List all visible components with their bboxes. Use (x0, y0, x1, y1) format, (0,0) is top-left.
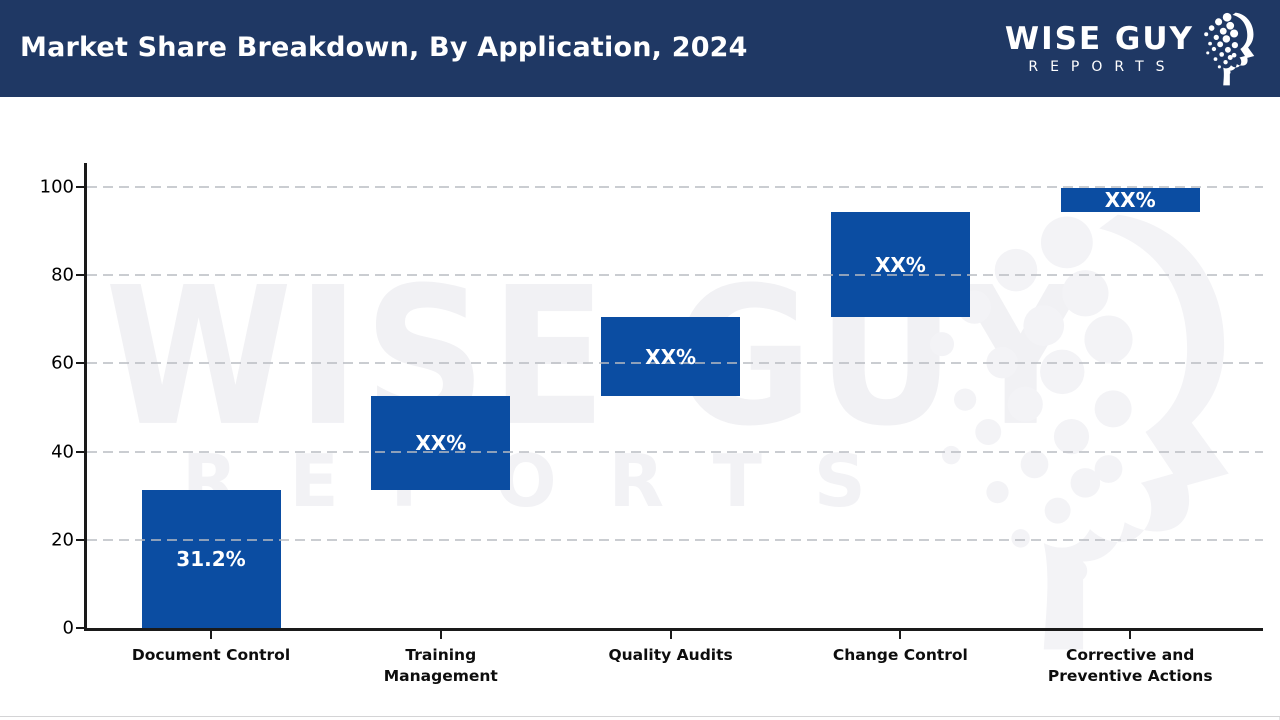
watermark-subtext: REPORTS (182, 439, 918, 523)
brand-head-icon (1204, 12, 1255, 85)
page-title: Market Share Breakdown, By Application, … (20, 32, 748, 63)
grid-line (87, 362, 1263, 365)
page-bottom-border (0, 716, 1280, 717)
x-axis-tick (1129, 631, 1132, 639)
y-tick-label: 20 (51, 529, 74, 551)
x-axis-label: Quality Audits (608, 646, 733, 664)
bar (830, 212, 970, 318)
grid-line (87, 186, 1263, 188)
y-tick-label: 40 (51, 441, 74, 463)
bar (371, 396, 511, 491)
y-axis-tick (76, 627, 84, 629)
y-axis-tick (76, 362, 84, 365)
x-axis-label: Training Management (383, 646, 498, 685)
bar-value-label: XX% (874, 252, 926, 277)
bar-value-label: XX% (645, 344, 697, 369)
y-axis (84, 163, 87, 630)
grid-line (87, 274, 1263, 277)
bar (141, 490, 281, 628)
brand-subtitle: REPORTS (1028, 58, 1177, 75)
x-axis-label: Change Control (832, 646, 968, 664)
x-axis-label: Corrective and Preventive Actions (1047, 646, 1213, 685)
x-axis-tick (210, 631, 212, 639)
bar-value-label: 31.2% (176, 547, 246, 572)
brand-name: WISE GUY (1004, 20, 1194, 57)
brand-wordmark: WISE GUY REPORTS (1004, 20, 1194, 75)
app-header: Market Share Breakdown, By Application, … (0, 0, 1280, 97)
bar-value-label: XX% (415, 431, 467, 456)
y-axis-tick (76, 186, 84, 188)
y-tick-label: 60 (51, 352, 74, 374)
x-axis (84, 628, 1263, 631)
y-axis-tick (76, 450, 84, 453)
bar-value-label: XX% (1104, 188, 1156, 212)
grid-line (87, 450, 1263, 453)
chart-canvas: WISE GUY REPORTS 0 20 40 60 80 100 31.2% Docume… (0, 97, 1280, 717)
bar (1060, 187, 1200, 213)
x-axis-tick (899, 631, 902, 639)
y-axis-tick (76, 274, 84, 277)
bar (601, 317, 741, 397)
y-tick-label: 100 (39, 176, 74, 198)
x-axis-tick (669, 631, 672, 639)
y-tick-label: 80 (51, 264, 74, 286)
brand-logo: WISE GUY REPORTS (1005, 9, 1262, 89)
grid-line (87, 538, 1263, 541)
y-axis-tick (76, 538, 84, 541)
x-axis-tick (439, 631, 442, 639)
y-tick-label: 0 (62, 617, 74, 639)
x-axis-label: Document Control (131, 646, 291, 664)
